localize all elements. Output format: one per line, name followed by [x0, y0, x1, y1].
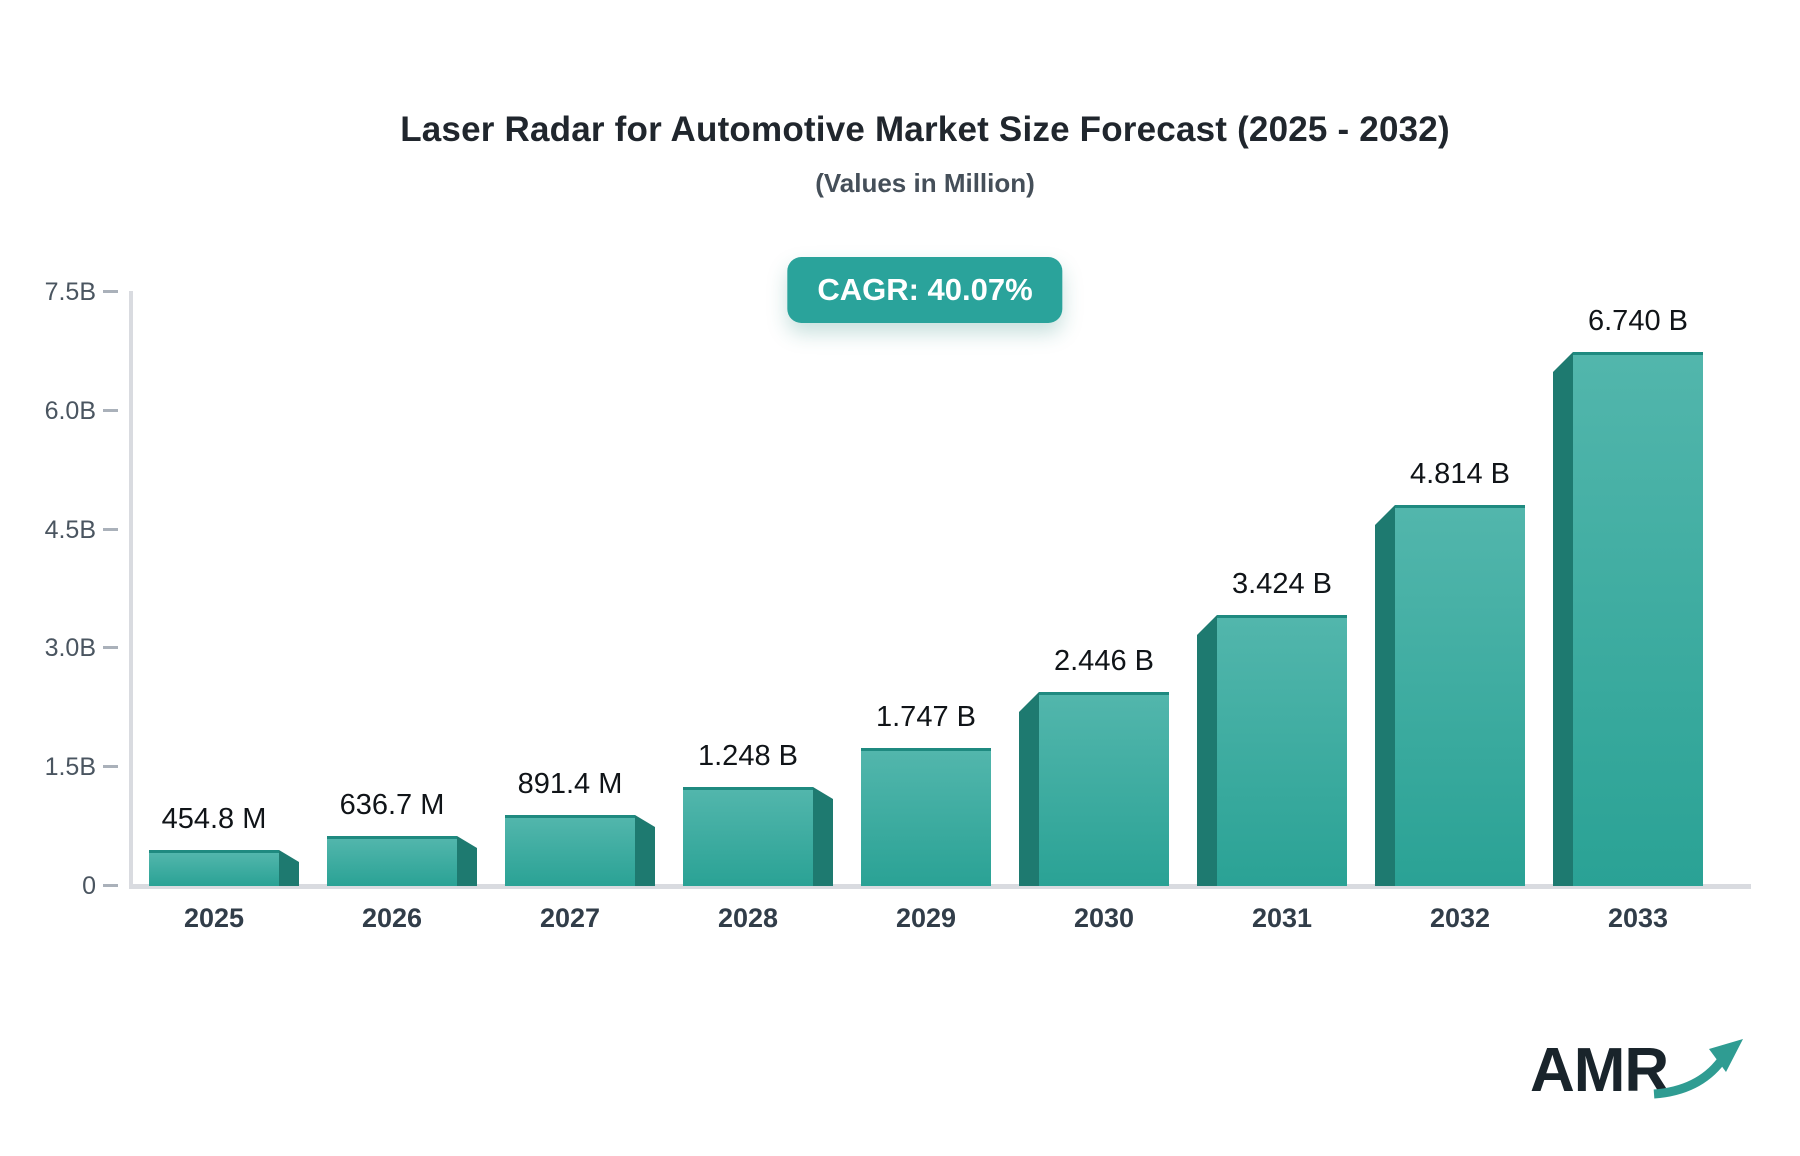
x-axis-label-2033: 2033 — [1607, 903, 1669, 933]
x-axis-line — [129, 884, 1751, 889]
bar-value-label-2026: 636.7 M — [339, 789, 445, 821]
bar-3d-side-2033 — [1553, 352, 1573, 886]
bar-2030 — [1039, 692, 1169, 886]
bar-3d-side-2028 — [813, 787, 833, 886]
amr-logo: AMR — [1530, 1036, 1748, 1102]
growth-arrow-icon — [1653, 1039, 1744, 1099]
x-axis-label-2029: 2029 — [895, 903, 957, 933]
x-axis-label-2026: 2026 — [361, 903, 423, 933]
bar-3d-side-2032 — [1375, 505, 1395, 886]
x-axis-label-2028: 2028 — [717, 903, 779, 933]
bar-value-label-2031: 3.424 B — [1232, 568, 1332, 600]
bar-2032 — [1395, 505, 1525, 886]
bar-2027 — [505, 815, 635, 886]
y-axis-tick-label: 7.5B — [44, 278, 96, 306]
bar-value-label-2028: 1.248 B — [698, 740, 798, 772]
x-axis-label-2025: 2025 — [183, 903, 245, 933]
bar-value-label-2029: 1.747 B — [876, 701, 976, 733]
y-axis-tick-label: 4.5B — [44, 516, 96, 544]
bar-2033 — [1573, 352, 1703, 886]
bar-3d-side-2027 — [635, 815, 655, 886]
bar-2029 — [861, 748, 991, 886]
x-axis-label-2031: 2031 — [1251, 903, 1313, 933]
y-axis-tick-mark — [103, 884, 118, 887]
amr-logo-text: AMR — [1530, 1036, 1669, 1105]
bar-value-label-2032: 4.814 B — [1410, 458, 1510, 490]
x-axis-label-2032: 2032 — [1429, 903, 1491, 933]
bar-value-label-2027: 891.4 M — [517, 768, 623, 800]
y-axis-tick-mark — [103, 290, 118, 293]
y-axis-tick-label: 1.5B — [44, 753, 96, 781]
bar-2031 — [1217, 615, 1347, 886]
x-axis-label-2027: 2027 — [539, 903, 601, 933]
y-axis-tick-label: 0 — [82, 872, 96, 900]
y-axis-tick-label: 3.0B — [44, 634, 96, 662]
bar-2028 — [683, 787, 813, 886]
y-axis-tick-mark — [103, 765, 118, 768]
y-axis-line — [129, 291, 133, 886]
chart-title: Laser Radar for Automotive Market Size F… — [400, 110, 1450, 149]
cagr-badge: CAGR: 40.07% — [787, 257, 1063, 323]
bar-3d-side-2026 — [457, 836, 477, 886]
bar-2025 — [149, 850, 279, 886]
bar-3d-side-2025 — [279, 850, 299, 886]
chart-subtitle: (Values in Million) — [815, 168, 1035, 198]
bar-2026 — [327, 836, 457, 886]
y-axis-tick-mark — [103, 528, 118, 531]
bar-3d-side-2030 — [1019, 692, 1039, 886]
bar-3d-side-2031 — [1197, 615, 1217, 886]
y-axis-tick-label: 6.0B — [44, 397, 96, 425]
bar-value-label-2025: 454.8 M — [161, 803, 267, 835]
x-axis-label-2030: 2030 — [1073, 903, 1135, 933]
bar-value-label-2033: 6.740 B — [1588, 305, 1688, 337]
y-axis-tick-mark — [103, 409, 118, 412]
y-axis-tick-mark — [103, 646, 118, 649]
bar-value-label-2030: 2.446 B — [1054, 645, 1154, 677]
